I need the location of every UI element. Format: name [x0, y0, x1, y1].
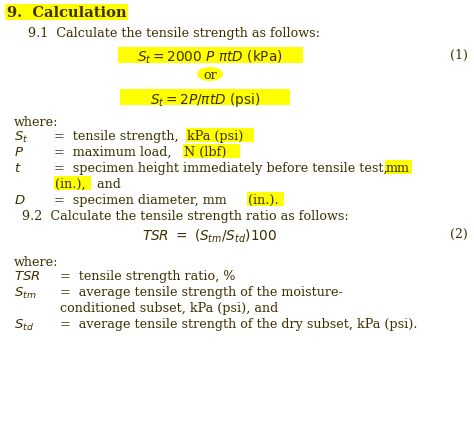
Text: $S_{tm}$: $S_{tm}$ — [14, 285, 36, 300]
Text: $S_t = 2000\ P\ \pi tD\ \mathrm{(kPa)}$: $S_t = 2000\ P\ \pi tD\ \mathrm{(kPa)}$ — [137, 49, 283, 66]
Text: =  specimen diameter, mm: = specimen diameter, mm — [54, 193, 227, 207]
Bar — [385, 161, 412, 175]
Text: (in.),: (in.), — [55, 178, 86, 190]
Text: or: or — [203, 69, 217, 82]
Text: $TSR\ =\ (S_{tm}/S_{td})100$: $TSR\ =\ (S_{tm}/S_{td})100$ — [142, 227, 278, 245]
Bar — [183, 145, 240, 158]
Text: where:: where: — [14, 256, 58, 268]
Text: =  tensile strength ratio, %: = tensile strength ratio, % — [60, 269, 236, 282]
Text: $D$: $D$ — [14, 193, 26, 207]
Text: $TSR$: $TSR$ — [14, 269, 40, 282]
Text: $S_t = 2P/\pi tD\ \mathrm{(psi)}$: $S_t = 2P/\pi tD\ \mathrm{(psi)}$ — [150, 91, 260, 109]
Text: kPa (psi): kPa (psi) — [187, 130, 243, 143]
Text: (2): (2) — [450, 227, 468, 240]
Text: =  average tensile strength of the moisture-: = average tensile strength of the moistu… — [60, 285, 343, 298]
Text: (1): (1) — [450, 49, 468, 62]
Text: $S_t$: $S_t$ — [14, 130, 28, 145]
Bar — [120, 90, 290, 106]
Text: N (lbf): N (lbf) — [184, 146, 227, 158]
Text: $S_{td}$: $S_{td}$ — [14, 317, 34, 332]
Text: =  specimen height immediately before tensile test,: = specimen height immediately before ten… — [54, 161, 388, 175]
Text: 9.  Calculation: 9. Calculation — [7, 6, 127, 20]
Text: =  average tensile strength of the dry subset, kPa (psi).: = average tensile strength of the dry su… — [60, 317, 418, 330]
Bar — [118, 48, 303, 64]
Text: mm: mm — [386, 161, 410, 175]
Text: conditioned subset, kPa (psi), and: conditioned subset, kPa (psi), and — [60, 301, 278, 314]
Text: (in.).: (in.). — [248, 193, 279, 207]
Bar — [54, 177, 91, 190]
Text: where:: where: — [14, 116, 58, 129]
Bar — [5, 5, 128, 21]
Text: 9.2  Calculate the tensile strength ratio as follows:: 9.2 Calculate the tensile strength ratio… — [22, 210, 349, 222]
Text: $t$: $t$ — [14, 161, 22, 175]
Text: and: and — [93, 178, 121, 190]
Bar — [186, 129, 254, 143]
Text: $P$: $P$ — [14, 146, 24, 158]
Ellipse shape — [197, 68, 223, 82]
Text: =  tensile strength,: = tensile strength, — [54, 130, 179, 143]
Bar — [247, 193, 284, 207]
Text: 9.1  Calculate the tensile strength as follows:: 9.1 Calculate the tensile strength as fo… — [28, 27, 320, 40]
Text: =  maximum load,: = maximum load, — [54, 146, 172, 158]
